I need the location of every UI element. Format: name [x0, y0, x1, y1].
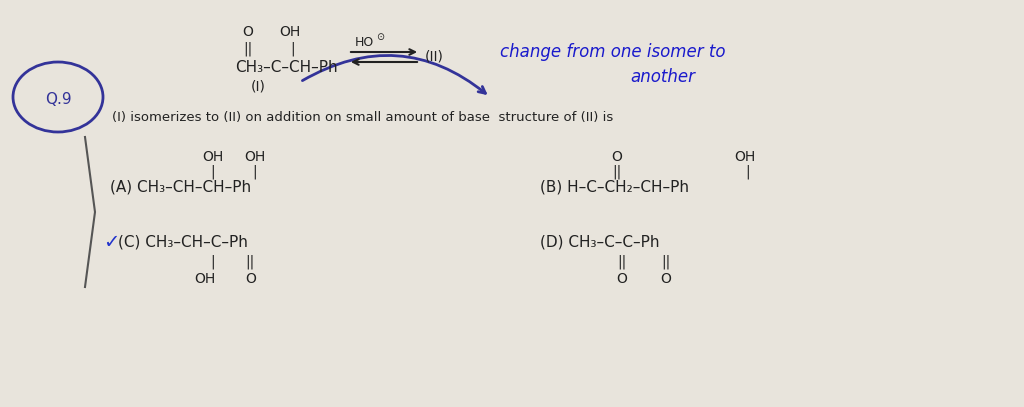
Text: |: |	[211, 255, 215, 269]
Text: O: O	[243, 25, 253, 39]
Text: ||: ||	[617, 255, 627, 269]
Text: O: O	[611, 150, 623, 164]
Text: (I): (I)	[251, 80, 265, 94]
Text: O: O	[660, 272, 672, 286]
Text: (B) H–C–CH₂–CH–Ph: (B) H–C–CH₂–CH–Ph	[540, 179, 689, 195]
Text: change from one isomer to: change from one isomer to	[500, 43, 725, 61]
Text: |: |	[291, 42, 295, 56]
Text: ||: ||	[612, 165, 622, 179]
FancyArrowPatch shape	[302, 55, 485, 93]
Text: OH: OH	[734, 150, 756, 164]
Text: ✓: ✓	[103, 232, 120, 252]
Text: OH: OH	[280, 25, 301, 39]
Text: another: another	[630, 68, 695, 86]
Text: ||: ||	[246, 255, 255, 269]
Text: O: O	[616, 272, 628, 286]
Text: OH: OH	[195, 272, 216, 286]
Text: O: O	[246, 272, 256, 286]
Text: CH₃–C–CH–Ph: CH₃–C–CH–Ph	[234, 59, 338, 74]
Text: HO: HO	[355, 35, 374, 48]
Text: ||: ||	[662, 255, 671, 269]
Text: OH: OH	[203, 150, 223, 164]
Text: ||: ||	[244, 42, 253, 56]
Text: ⊙: ⊙	[376, 32, 384, 42]
Text: OH: OH	[245, 150, 265, 164]
Text: (D) CH₃–C–C–Ph: (D) CH₃–C–C–Ph	[540, 234, 659, 249]
Text: |: |	[745, 165, 751, 179]
Text: (A) CH₃–CH–CH–Ph: (A) CH₃–CH–CH–Ph	[110, 179, 251, 195]
Text: |: |	[253, 165, 257, 179]
Text: (II): (II)	[425, 50, 443, 64]
Text: (I) isomerizes to (II) on addition on small amount of base  structure of (II) is: (I) isomerizes to (II) on addition on sm…	[112, 110, 613, 123]
Text: |: |	[211, 165, 215, 179]
Text: (C) CH₃–CH–C–Ph: (C) CH₃–CH–C–Ph	[118, 234, 248, 249]
Text: Q.9: Q.9	[45, 92, 72, 107]
